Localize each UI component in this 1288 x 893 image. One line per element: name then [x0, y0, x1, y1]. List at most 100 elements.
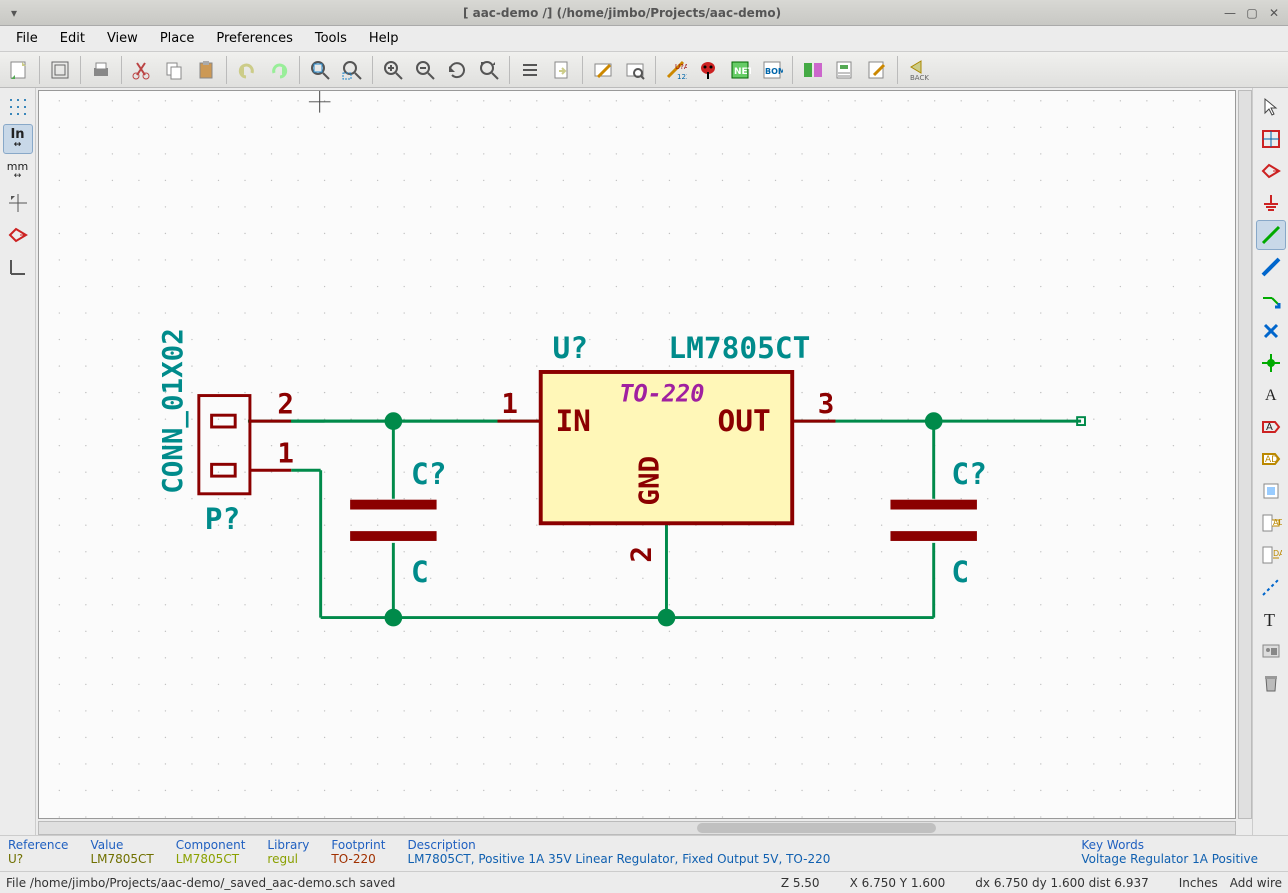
- rtool-noconnect-icon[interactable]: [1256, 316, 1286, 346]
- vertical-scrollbar[interactable]: [1238, 90, 1252, 819]
- ltool-units-inch-icon[interactable]: In↔: [3, 124, 33, 154]
- statusbar: File /home/jimbo/Projects/aac-demo/_save…: [0, 871, 1288, 893]
- tool-erc-icon[interactable]: [693, 55, 723, 85]
- rtool-highlight-icon[interactable]: [1256, 124, 1286, 154]
- svg-text:LM7805CT: LM7805CT: [668, 331, 810, 365]
- menu-tools[interactable]: Tools: [305, 28, 357, 49]
- svg-text:T: T: [1264, 610, 1275, 630]
- tool-zoomauto-icon[interactable]: [474, 55, 504, 85]
- status-dxy: dx 6.750 dy 1.600 dist 6.937: [975, 876, 1148, 890]
- info-description: Description LM7805CT, Positive 1A 35V Li…: [407, 838, 1059, 869]
- tool-annotate-icon[interactable]: U?A 123: [661, 55, 691, 85]
- svg-text:1: 1: [501, 388, 518, 420]
- tool-navigate-icon[interactable]: [515, 55, 545, 85]
- menu-file[interactable]: File: [6, 28, 48, 49]
- svg-text:C?: C?: [411, 457, 446, 491]
- tool-libview-icon[interactable]: [620, 55, 650, 85]
- rtool-importglabel-icon[interactable]: DA: [1256, 540, 1286, 570]
- tool-netlist-icon[interactable]: NET: [725, 55, 755, 85]
- tool-back-icon[interactable]: BACK: [903, 55, 933, 85]
- tool-print-icon[interactable]: [86, 55, 116, 85]
- info-value-value: LM7805CT: [90, 852, 153, 866]
- tool-redo-icon[interactable]: [264, 55, 294, 85]
- tool-zoomfit-icon[interactable]: [305, 55, 335, 85]
- maximize-icon[interactable]: ▢: [1244, 5, 1260, 21]
- info-panel: Reference U? Value LM7805CT Component LM…: [0, 835, 1288, 871]
- ltool-units-mm-icon[interactable]: mm↔: [3, 156, 33, 186]
- info-reference: Reference U?: [8, 838, 68, 869]
- svg-text:BOM: BOM: [765, 67, 783, 76]
- rtool-power-icon[interactable]: [1256, 188, 1286, 218]
- minimize-icon[interactable]: —: [1222, 5, 1238, 21]
- info-reference-header: Reference: [8, 838, 68, 852]
- right-toolbar: A A AD AD DA T: [1252, 88, 1288, 835]
- ltool-hidden-pins-icon[interactable]: [3, 220, 33, 250]
- tool-paste-icon[interactable]: [191, 55, 221, 85]
- rtool-addcomponent-icon[interactable]: [1256, 156, 1286, 186]
- tool-new-icon[interactable]: [4, 55, 34, 85]
- horizontal-scrollbar[interactable]: [38, 821, 1236, 835]
- svg-text:OUT: OUT: [718, 404, 771, 438]
- svg-text:U?A: U?A: [675, 63, 687, 71]
- rtool-dashline-icon[interactable]: [1256, 572, 1286, 602]
- tool-pagesetup-icon[interactable]: [45, 55, 75, 85]
- menu-edit[interactable]: Edit: [50, 28, 95, 49]
- tool-pcbnew-icon[interactable]: [862, 55, 892, 85]
- ltool-buswire-icon[interactable]: [3, 252, 33, 282]
- appmenu-icon[interactable]: ▾: [6, 5, 22, 21]
- svg-text:DA: DA: [1273, 549, 1282, 558]
- svg-text:1: 1: [277, 437, 294, 469]
- svg-text:3: 3: [818, 388, 835, 420]
- tool-libedit-icon[interactable]: [588, 55, 618, 85]
- schematic-svg: 21P?CONN_01X02132INOUTGNDU?LM7805CTTO-22…: [39, 91, 1235, 818]
- menu-place[interactable]: Place: [150, 28, 205, 49]
- tool-cvpcb-icon[interactable]: [798, 55, 828, 85]
- svg-text:TO-220: TO-220: [619, 379, 704, 407]
- svg-text:123: 123: [677, 73, 687, 81]
- rtool-bus-icon[interactable]: [1256, 252, 1286, 282]
- tool-zoomin-icon[interactable]: [378, 55, 408, 85]
- info-footprint: Footprint TO-220: [331, 838, 385, 869]
- ltool-cursor-icon[interactable]: [3, 188, 33, 218]
- info-library-value: regul: [267, 852, 309, 866]
- svg-text:CONN_01X02: CONN_01X02: [157, 328, 189, 494]
- menu-help[interactable]: Help: [359, 28, 409, 49]
- menu-preferences[interactable]: Preferences: [206, 28, 302, 49]
- rtool-wire-icon[interactable]: [1256, 220, 1286, 250]
- schematic-canvas[interactable]: 21P?CONN_01X02132INOUTGNDU?LM7805CTTO-22…: [38, 90, 1236, 819]
- tool-zoomselect-icon[interactable]: [337, 55, 367, 85]
- svg-text:AD: AD: [1273, 518, 1282, 527]
- tool-copy-icon[interactable]: [159, 55, 189, 85]
- rtool-arrow-icon[interactable]: [1256, 92, 1286, 122]
- tool-zoomout-icon[interactable]: [410, 55, 440, 85]
- titlebar: ▾ [ aac-demo /] (/home/jimbo/Projects/aa…: [0, 0, 1288, 26]
- rtool-glabel-icon[interactable]: A: [1256, 412, 1286, 442]
- rtool-image-icon[interactable]: [1256, 636, 1286, 666]
- rtool-label-icon[interactable]: A: [1256, 380, 1286, 410]
- tool-footprint-icon[interactable]: [830, 55, 860, 85]
- svg-text:P?: P?: [205, 502, 240, 536]
- rtool-sheetpin-icon[interactable]: AD: [1256, 508, 1286, 538]
- rtool-delete-icon[interactable]: [1256, 668, 1286, 698]
- tool-undo-icon[interactable]: [232, 55, 262, 85]
- tool-leavesheet-icon[interactable]: [547, 55, 577, 85]
- status-file: File /home/jimbo/Projects/aac-demo/_save…: [6, 876, 395, 890]
- info-component: Component LM7805CT: [176, 838, 246, 869]
- tool-bom-icon[interactable]: BOM: [757, 55, 787, 85]
- svg-text:BACK: BACK: [910, 74, 929, 82]
- rtool-text-icon[interactable]: T: [1256, 604, 1286, 634]
- svg-text:C: C: [951, 555, 969, 589]
- rtool-junction-icon[interactable]: [1256, 348, 1286, 378]
- ltool-grid-icon[interactable]: [3, 92, 33, 122]
- close-icon[interactable]: ✕: [1266, 5, 1282, 21]
- left-toolbar: In↔ mm↔: [0, 88, 36, 835]
- rtool-busentry-icon[interactable]: [1256, 284, 1286, 314]
- menu-view[interactable]: View: [97, 28, 148, 49]
- tool-cut-icon[interactable]: [127, 55, 157, 85]
- status-xy: X 6.750 Y 1.600: [850, 876, 946, 890]
- menubar: File Edit View Place Preferences Tools H…: [0, 26, 1288, 52]
- rtool-hlabel-icon[interactable]: AD: [1256, 444, 1286, 474]
- rtool-sheet-icon[interactable]: [1256, 476, 1286, 506]
- tool-zoomredraw-icon[interactable]: [442, 55, 472, 85]
- svg-text:2: 2: [277, 388, 294, 420]
